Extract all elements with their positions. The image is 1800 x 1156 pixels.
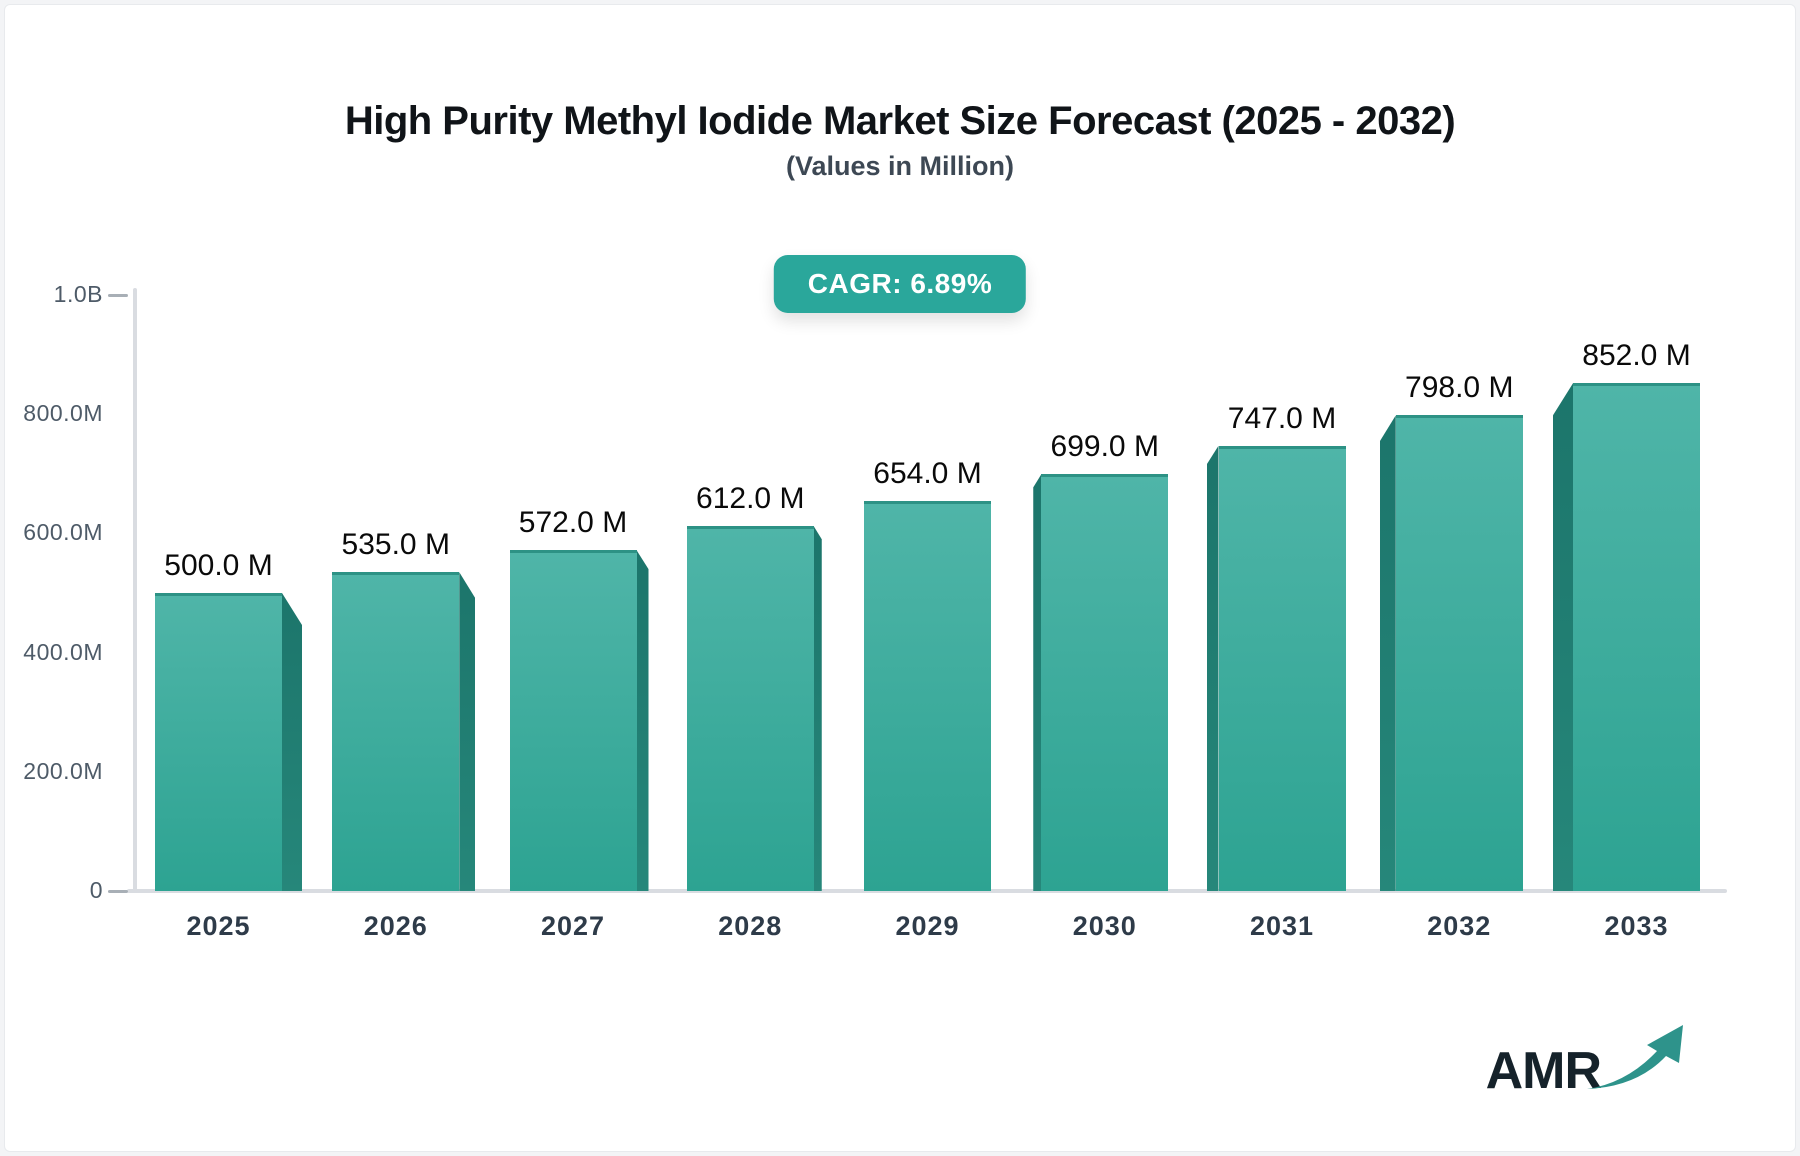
x-axis-category-label: 2033 bbox=[1604, 911, 1669, 941]
bar bbox=[1041, 474, 1169, 891]
logo-arrow-icon bbox=[1587, 1025, 1683, 1089]
x-axis-category-label: 2031 bbox=[1249, 911, 1315, 941]
y-axis-tick-label: 400.0M bbox=[23, 638, 103, 665]
bar bbox=[686, 526, 814, 891]
bar bbox=[332, 572, 460, 891]
y-axis-tick-mark bbox=[108, 294, 128, 297]
chart-card: High Purity Methyl Iodide Market Size Fo… bbox=[4, 4, 1796, 1152]
logo-text: AMR bbox=[1485, 1042, 1602, 1101]
y-axis-tick-label: 800.0M bbox=[23, 400, 103, 427]
bar-3d-side bbox=[813, 526, 822, 891]
x-axis-category-label: 2030 bbox=[1072, 911, 1137, 941]
y-axis-tick-mark bbox=[108, 890, 128, 893]
y-axis-line bbox=[133, 288, 137, 893]
x-axis-category-label: 2026 bbox=[363, 911, 428, 941]
bar-value-label: 572.0 M bbox=[518, 506, 628, 540]
bar-chart: 1.0B 800.0M 600.0M 400.0M 200.0M 0 500.0 M 2025… bbox=[5, 5, 1795, 1151]
cagr-badge-label: CAGR: 6.89% bbox=[807, 268, 993, 299]
bar-value-label: 654.0 M bbox=[873, 457, 982, 491]
bar-3d-side bbox=[1553, 383, 1573, 891]
bar-value-label: 699.0 M bbox=[1050, 430, 1159, 464]
bar-value-label: 798.0 M bbox=[1405, 371, 1514, 405]
cagr-badge: CAGR: 6.89% bbox=[773, 255, 1027, 313]
bar-value-label: 852.0 M bbox=[1582, 339, 1691, 373]
x-axis-line bbox=[127, 889, 1727, 893]
x-axis-category-label: 2032 bbox=[1427, 911, 1492, 941]
bar-3d-side bbox=[459, 572, 476, 891]
bar-3d-side bbox=[1379, 415, 1396, 891]
chart-title: High Purity Methyl Iodide Market Size Fo… bbox=[344, 99, 1456, 143]
chart-subtitle: (Values in Million) bbox=[785, 151, 1015, 181]
y-axis-tick-label: 1.0B bbox=[53, 281, 103, 307]
bar-value-label: 747.0 M bbox=[1227, 401, 1337, 435]
x-axis-category-label: 2028 bbox=[718, 911, 783, 941]
y-axis-tick-label: 0 bbox=[89, 877, 103, 903]
bar bbox=[509, 550, 637, 891]
bar bbox=[155, 593, 282, 891]
bar-value-label: 535.0 M bbox=[341, 528, 450, 562]
x-axis-category-label: 2027 bbox=[540, 911, 606, 941]
bar bbox=[1573, 383, 1700, 891]
bar-3d-side bbox=[1033, 474, 1042, 891]
bar bbox=[864, 501, 991, 891]
bar-3d-side bbox=[636, 550, 649, 891]
bar bbox=[1218, 445, 1346, 891]
y-axis-tick-label: 600.0M bbox=[23, 519, 103, 546]
bar-3d-side bbox=[282, 593, 302, 891]
bar-value-label: 500.0 M bbox=[164, 549, 273, 582]
bar-3d-side bbox=[1206, 445, 1219, 891]
amr-logo: AMR bbox=[1485, 1019, 1691, 1101]
bar-value-label: 612.0 M bbox=[696, 482, 805, 516]
bar bbox=[1395, 415, 1523, 891]
x-axis-category-label: 2029 bbox=[895, 911, 960, 941]
x-axis-category-label: 2025 bbox=[186, 911, 251, 941]
y-axis-tick-label: 200.0M bbox=[23, 757, 103, 784]
